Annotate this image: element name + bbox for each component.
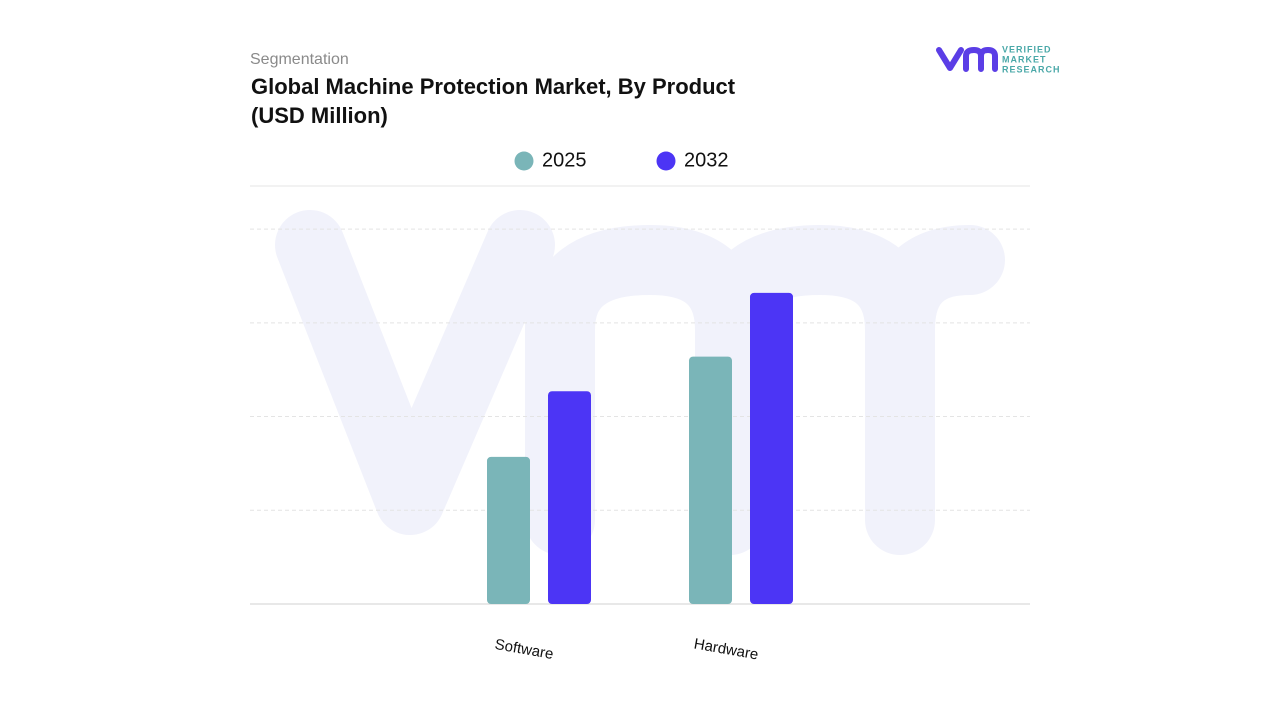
legend-swatch [514, 151, 534, 171]
watermark [275, 210, 1005, 555]
chart-subtitle: (USD Million) [251, 103, 388, 128]
bar [750, 292, 793, 604]
chart-title: Global Machine Protection Market, By Pro… [251, 74, 736, 99]
x-tick-label: Software [493, 636, 554, 663]
kicker: Segmentation [250, 51, 349, 68]
legend-swatch [656, 151, 676, 171]
bar [689, 356, 732, 604]
legend-label: 2025 [542, 149, 587, 171]
x-tick-label: Hardware [693, 635, 760, 663]
bar [487, 456, 530, 604]
bar [548, 391, 591, 604]
logo-text: VERIFIED [1002, 44, 1052, 54]
logo-text: RESEARCH [1002, 64, 1061, 74]
legend-label: 2032 [684, 149, 729, 171]
logo-text: MARKET [1002, 54, 1047, 64]
logo [936, 47, 998, 72]
